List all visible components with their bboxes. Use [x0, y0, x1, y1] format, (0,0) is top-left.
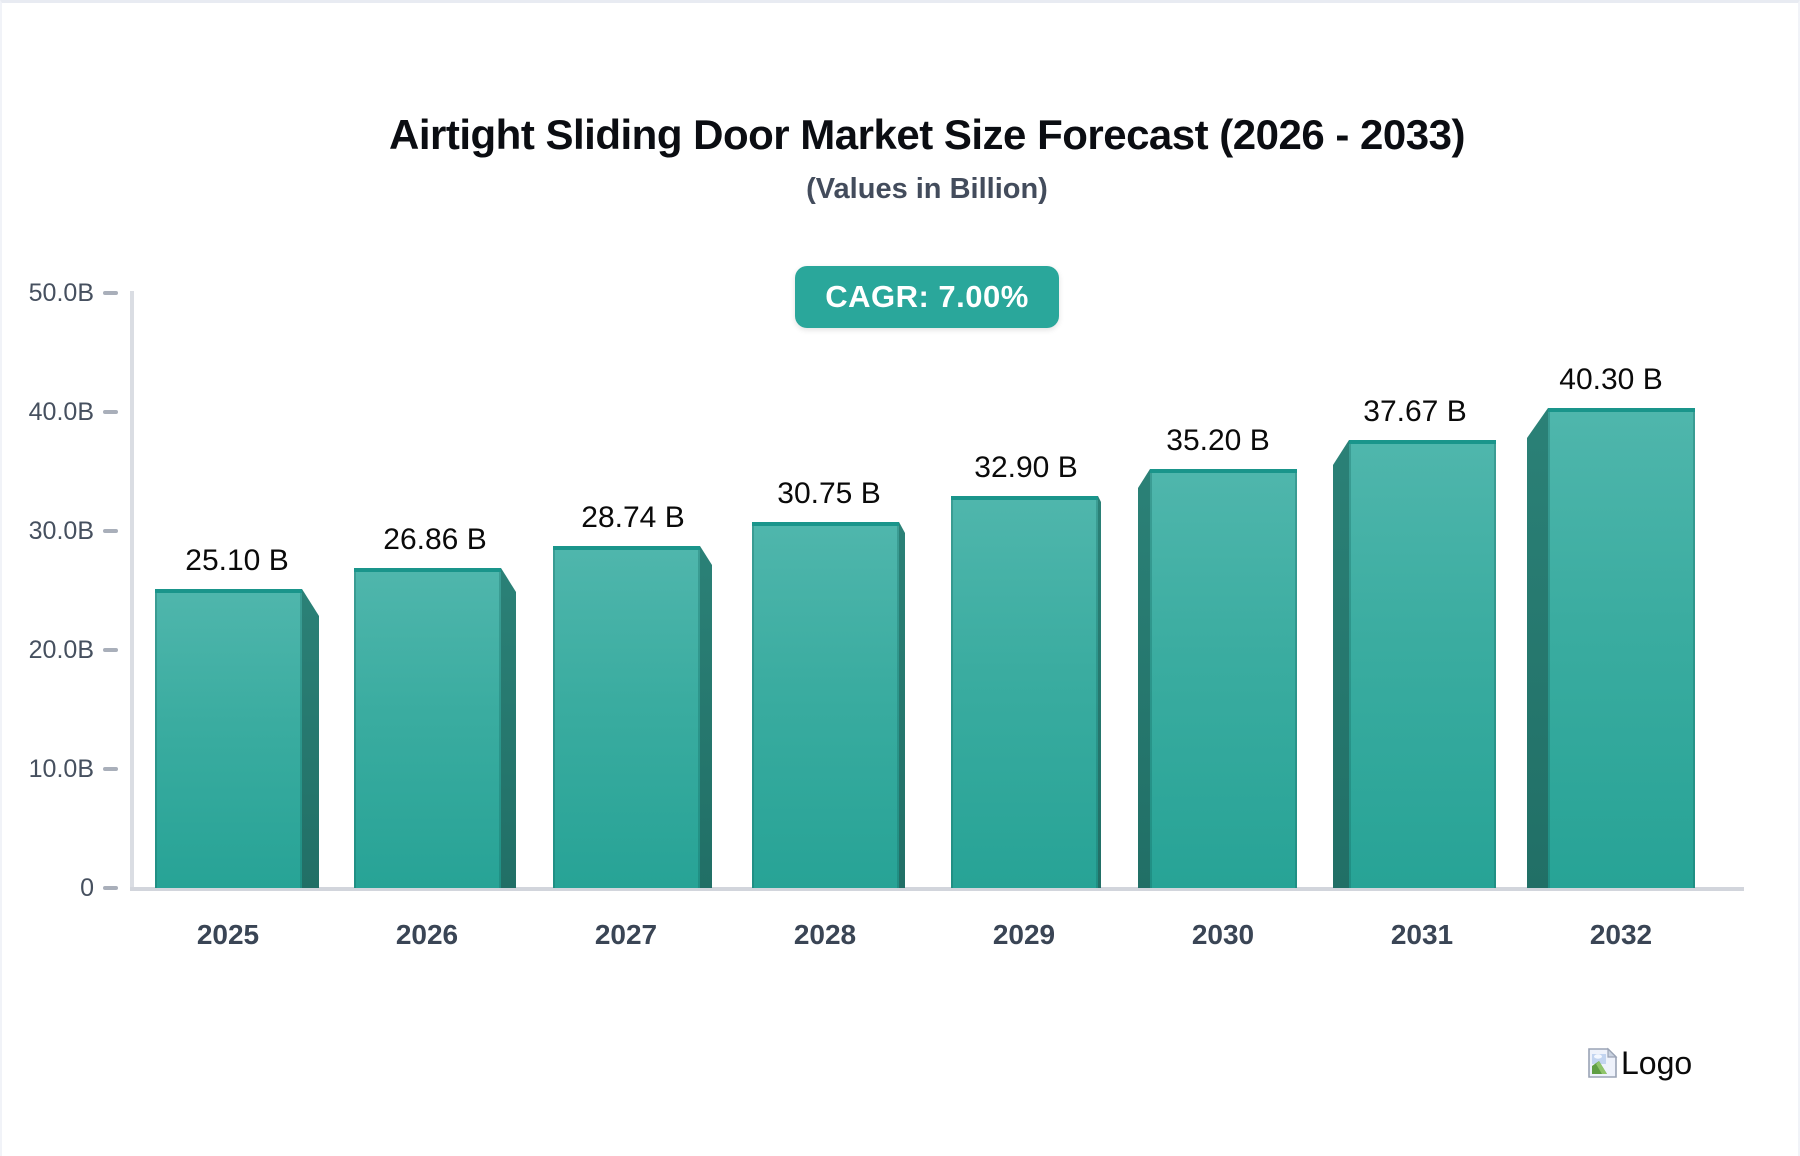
- y-tick-label: 40.0B: [28, 398, 94, 426]
- bar-face: [1548, 408, 1695, 888]
- bar-2030[interactable]: [1138, 469, 1297, 888]
- broken-image-icon: [1588, 1047, 1618, 1078]
- bar-value-label: 35.20 B: [1166, 424, 1270, 457]
- x-tick-label: 2027: [594, 919, 658, 950]
- bar-side-face: [700, 546, 712, 888]
- bar-side-face: [899, 522, 905, 888]
- logo: Logo: [1584, 1041, 1692, 1085]
- badge-row: CAGR: 7.00%: [57, 266, 1797, 328]
- bar-2031[interactable]: [1333, 440, 1496, 888]
- bar-face: [155, 589, 302, 888]
- x-tick-label: 2029: [992, 919, 1056, 950]
- bar-face: [1349, 440, 1496, 888]
- bar-value-label: 26.86 B: [383, 523, 487, 556]
- y-tick-label: 50.0B: [28, 279, 94, 307]
- bar-2028[interactable]: [752, 522, 905, 888]
- bar-value-label: 25.10 B: [185, 544, 289, 577]
- x-tick-label: 2028: [793, 919, 857, 950]
- bar-2026[interactable]: [354, 568, 516, 888]
- x-tick-label: 2032: [1589, 919, 1653, 950]
- bar-face: [1150, 469, 1297, 888]
- bar-side-face: [302, 589, 319, 888]
- y-axis-line: [130, 291, 134, 891]
- y-tick-mark: [103, 291, 118, 295]
- bar-face: [354, 568, 501, 888]
- bar-2027[interactable]: [553, 546, 712, 888]
- y-tick-label: 30.0B: [28, 517, 94, 545]
- y-tick-mark: [103, 886, 118, 890]
- bar-side-face: [501, 568, 516, 888]
- bar-value-label: 30.75 B: [777, 477, 881, 510]
- y-tick-mark: [103, 767, 118, 771]
- y-tick-label: 0: [80, 874, 94, 902]
- bar-value-label: 37.67 B: [1363, 395, 1467, 428]
- bar-side-face: [1333, 440, 1349, 888]
- chart-title: Airtight Sliding Door Market Size Foreca…: [389, 111, 1465, 158]
- x-tick-label: 2025: [196, 919, 260, 950]
- bar-face: [951, 496, 1098, 888]
- x-axis-line: [130, 887, 1744, 891]
- bar-2025[interactable]: [155, 589, 319, 888]
- bar-side-face: [1138, 469, 1150, 888]
- y-tick-mark: [103, 529, 118, 533]
- x-tick-label: 2031: [1390, 919, 1454, 950]
- bar-face: [752, 522, 899, 888]
- bar-chart: 50.0B 40.0B 30.0B 20.0B 10.0B 0 25.10 B 2025 26.…: [2, 3, 1798, 1156]
- bar-value-label: 28.74 B: [581, 501, 685, 534]
- bar-value-label: 40.30 B: [1559, 363, 1663, 396]
- bar-side-face: [1527, 408, 1548, 888]
- y-tick-label: 10.0B: [28, 755, 94, 783]
- bar-face: [553, 546, 700, 888]
- bar-value-label: 32.90 B: [974, 451, 1078, 484]
- y-tick-mark: [103, 648, 118, 652]
- y-tick-label: 20.0B: [28, 636, 94, 664]
- bar-2032[interactable]: [1527, 408, 1695, 888]
- y-tick-mark: [103, 410, 118, 414]
- logo-alt-text: Logo: [1621, 1044, 1693, 1081]
- x-tick-label: 2030: [1191, 919, 1255, 950]
- bar-side-face: [1098, 496, 1101, 888]
- cagr-badge: CAGR: 7.00%: [795, 266, 1059, 328]
- bar-2029[interactable]: [951, 496, 1101, 888]
- chart-subtitle: (Values in Billion): [806, 173, 1048, 205]
- x-tick-label: 2026: [395, 919, 459, 950]
